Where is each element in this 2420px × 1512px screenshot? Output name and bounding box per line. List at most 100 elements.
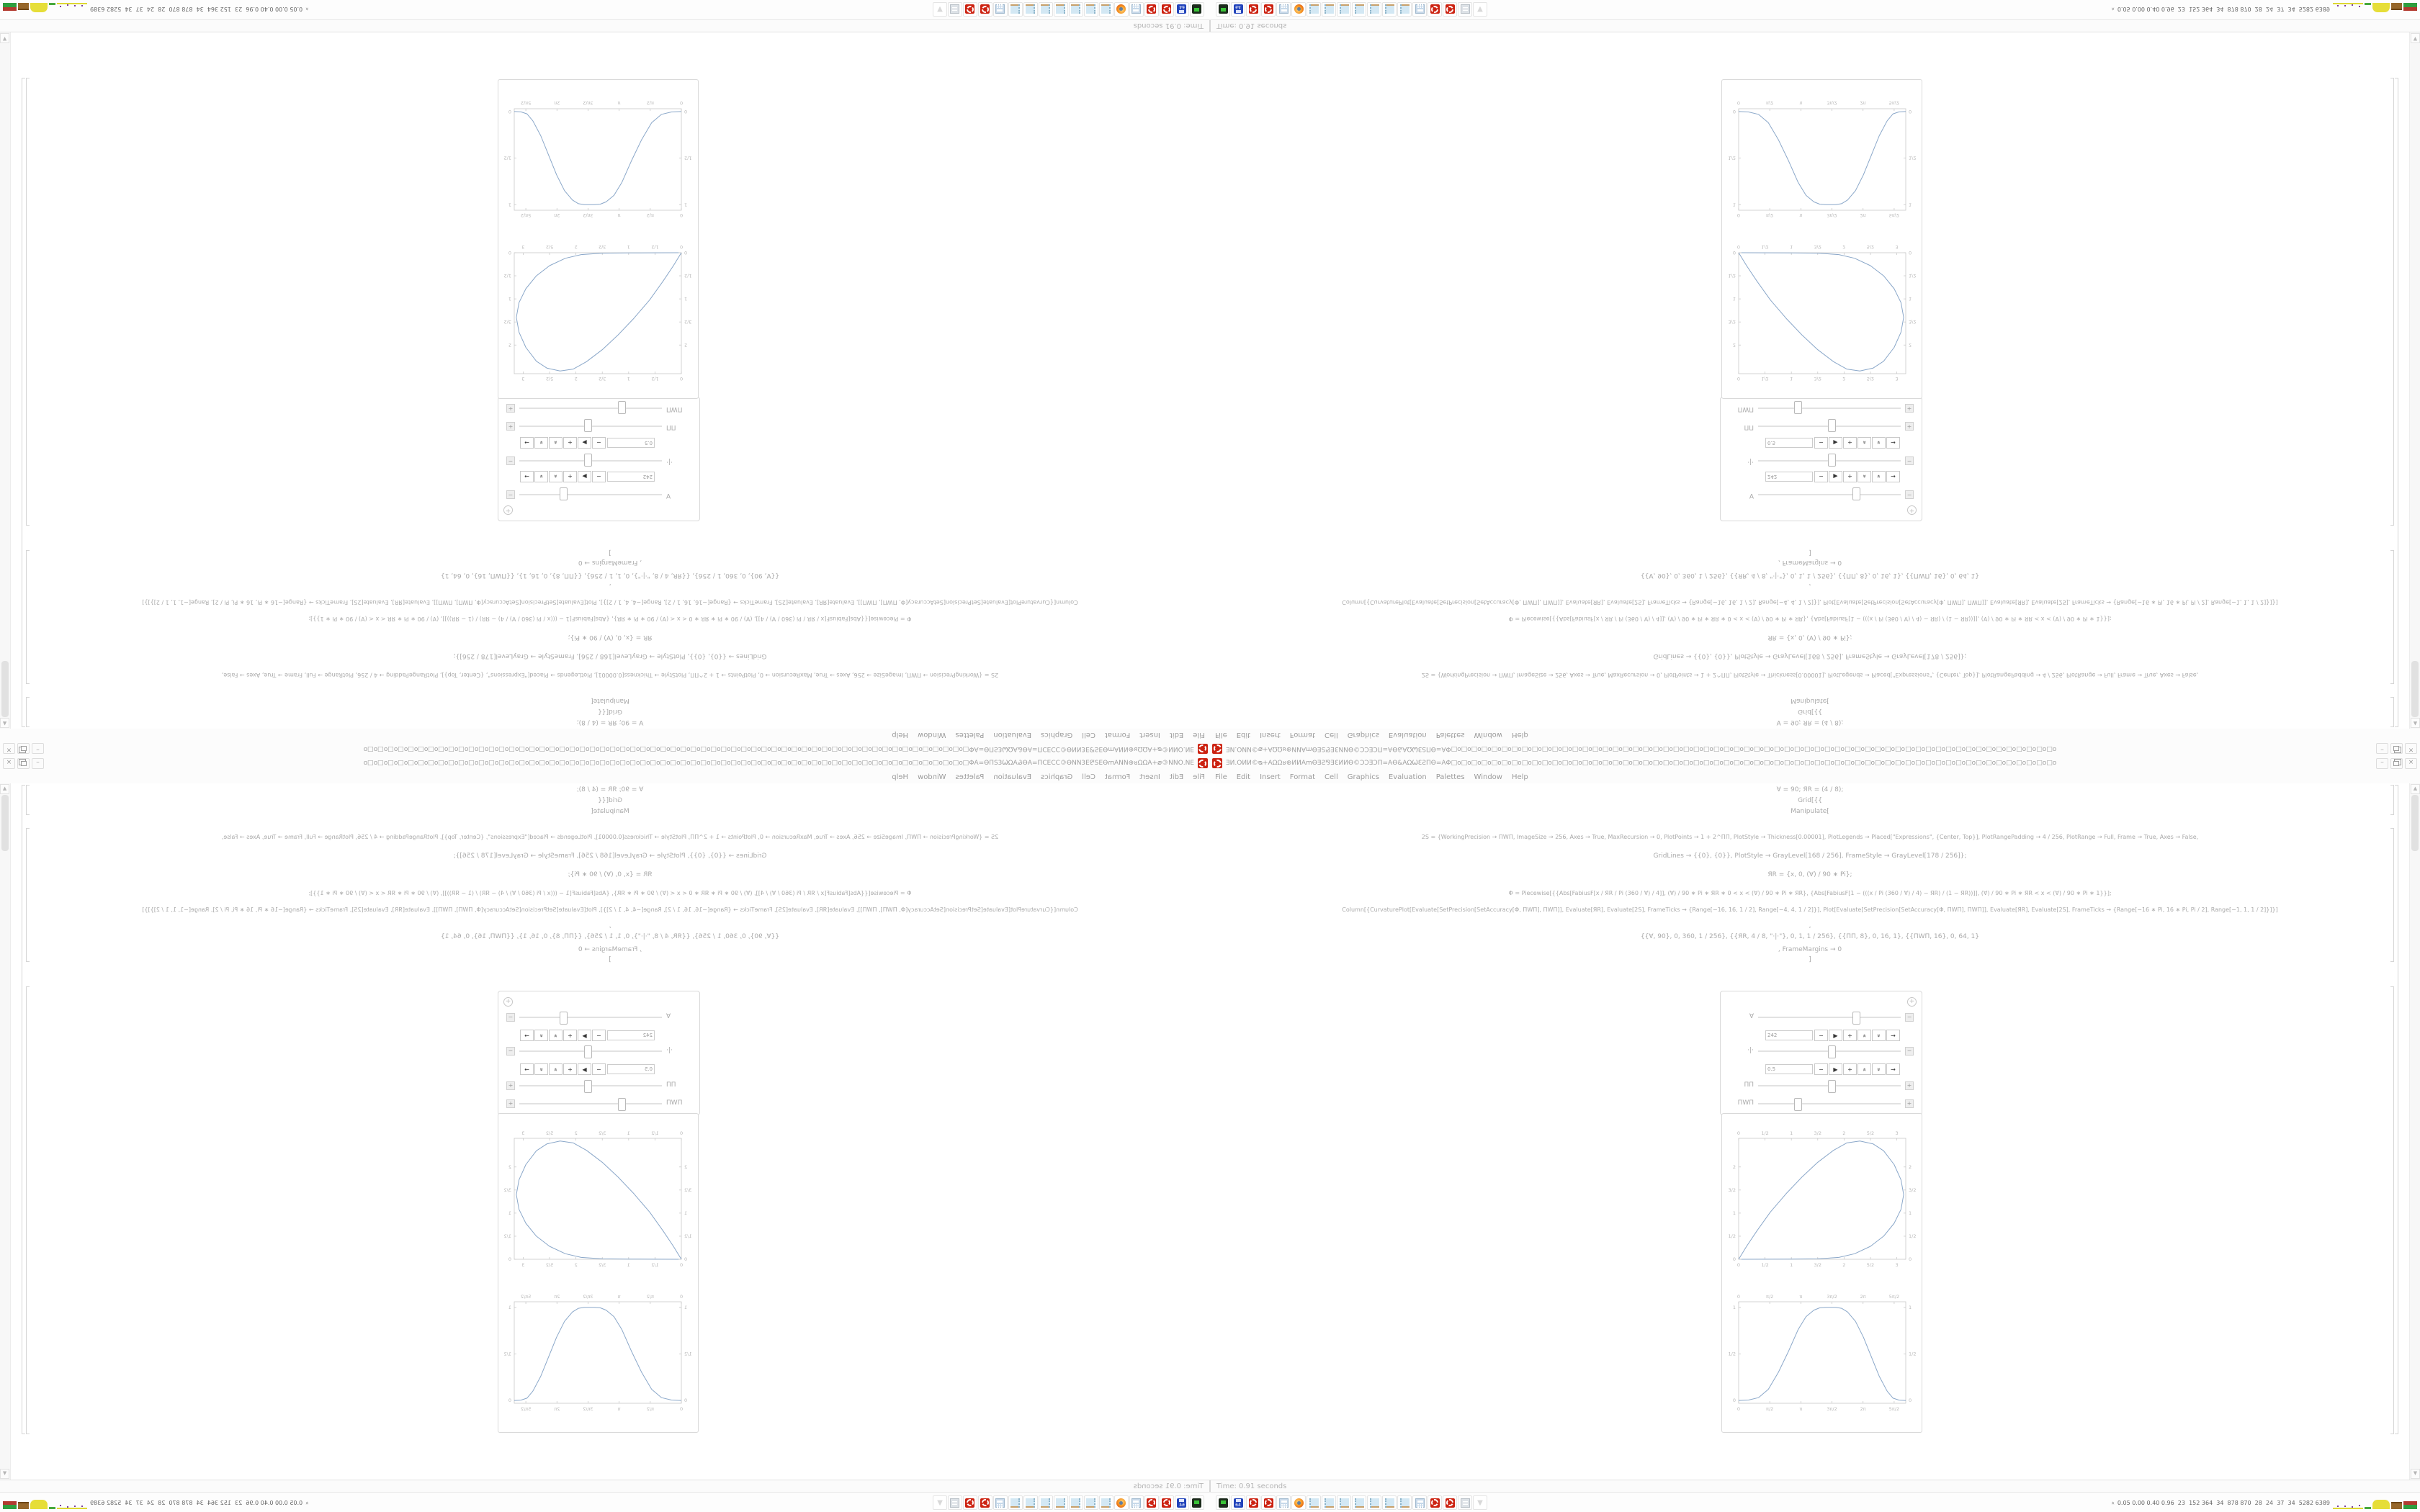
faster-icon[interactable]: » <box>549 471 563 482</box>
code-line[interactable]: 2S = {WorkingPrecision → ΠWΠ, ImageSize … <box>221 834 999 840</box>
taskbar-item[interactable] <box>1114 2 1129 17</box>
slower-icon[interactable]: » <box>534 437 548 449</box>
taskbar-item[interactable] <box>1216 2 1230 17</box>
minimize-button[interactable]: – <box>32 757 44 769</box>
scrollbar-thumb[interactable] <box>2411 661 2419 717</box>
cell-bracket[interactable] <box>26 78 30 526</box>
code-line[interactable]: GridLines → {{0}, {0}}, PlotStyle → Gray… <box>1653 652 1967 660</box>
slider-track[interactable] <box>519 401 662 414</box>
window-titlebar[interactable]: ƎИ.OͶͶ©ᴓ+AΩΩʁ⊕ͶͶAmѲƎƧ⅋ƎƐͶͶѲ©ƆƆƎƆП=AѲ&AΩѾ… <box>0 741 1210 756</box>
scrollbar-thumb[interactable] <box>1 795 9 851</box>
maximize-button[interactable] <box>17 757 30 769</box>
faster-icon[interactable]: » <box>1857 471 1871 482</box>
taskbar-item[interactable] <box>1307 1495 1321 1510</box>
menu-edit[interactable]: Edit <box>1236 773 1251 781</box>
collapse-toggle[interactable]: − <box>506 1013 515 1022</box>
scroll-up-icon[interactable]: ▲ <box>2411 784 2420 794</box>
taskbar-item[interactable] <box>1458 1495 1472 1510</box>
scroll-down-icon[interactable]: ▼ <box>2411 33 2420 43</box>
taskbar-item[interactable] <box>1129 2 1144 17</box>
expand-toggle[interactable]: + <box>1905 422 1914 431</box>
menu-cell[interactable]: Cell <box>1325 773 1338 781</box>
menu-help[interactable]: Help <box>1511 731 1528 739</box>
step-back-icon[interactable]: − <box>1814 1030 1828 1041</box>
menu-graphics[interactable]: Graphics <box>1041 773 1073 781</box>
slider-value-field[interactable] <box>1765 1064 1813 1074</box>
slider-thumb[interactable] <box>1828 419 1837 432</box>
slider-track[interactable] <box>1758 401 1901 414</box>
code-line[interactable]: , FrameMargins → 0 <box>578 946 642 953</box>
code-line[interactable]: Grid[{{ <box>1798 708 1822 715</box>
taskbar-item[interactable]: ▼ <box>933 2 947 17</box>
vertical-scrollbar[interactable]: ▲ ▼ <box>0 783 11 1480</box>
slider-track[interactable] <box>519 1098 662 1111</box>
taskbar-item[interactable]: ▼ <box>933 1495 947 1510</box>
menu-format[interactable]: Format <box>1104 773 1131 781</box>
faster-icon[interactable]: » <box>549 1063 563 1075</box>
taskbar-item[interactable] <box>1291 2 1306 17</box>
step-back-icon[interactable]: − <box>1814 471 1828 482</box>
slider-track[interactable] <box>519 487 662 500</box>
slider-value-field[interactable] <box>607 1064 655 1074</box>
slider-thumb[interactable] <box>1828 1080 1837 1093</box>
taskbar-item[interactable] <box>963 2 977 17</box>
maximize-button[interactable] <box>17 743 30 755</box>
maximize-button[interactable] <box>2390 757 2403 769</box>
taskbar-item[interactable] <box>1039 1495 1053 1510</box>
code-line[interactable]: , FrameMargins → 0 <box>1778 559 1842 566</box>
taskbar-item[interactable] <box>1322 2 1336 17</box>
menu-palettes[interactable]: Palettes <box>1435 773 1465 781</box>
step-forward-icon[interactable]: + <box>563 437 577 449</box>
taskbar-item[interactable] <box>1175 2 1189 17</box>
taskbar-item[interactable] <box>1099 2 1113 17</box>
taskbar-item[interactable] <box>963 1495 977 1510</box>
taskbar-item[interactable] <box>1084 1495 1098 1510</box>
slider-track[interactable] <box>1758 487 1901 500</box>
menu-insert[interactable]: Insert <box>1139 773 1160 781</box>
slower-icon[interactable]: » <box>1872 437 1886 449</box>
code-line[interactable]: Ɐ = 90; ЯR = (4 / 8); <box>1776 719 1844 726</box>
taskbar-item[interactable] <box>1443 2 1457 17</box>
collapse-toggle[interactable]: − <box>506 456 515 465</box>
taskbar-item[interactable] <box>1144 1495 1159 1510</box>
play-icon[interactable]: ▶ <box>1829 471 1842 482</box>
code-line[interactable]: {{Ɐ, 90}, 0, 360, 1 / 256}, {{ЯR, 4 / 8,… <box>440 933 780 940</box>
code-line[interactable]: Column[{CurvaturePlot[Evaluate[SetPrecis… <box>142 599 1078 606</box>
menu-evaluation[interactable]: Evaluation <box>1388 773 1427 781</box>
menu-file[interactable]: File <box>1215 731 1227 739</box>
menu-window[interactable]: Window <box>1474 773 1502 781</box>
collapse-chevrons-icon[interactable]: » <box>304 1500 311 1505</box>
menu-cell[interactable]: Cell <box>1082 773 1095 781</box>
play-icon[interactable]: ▶ <box>1829 1063 1842 1075</box>
taskbar-item[interactable] <box>1160 2 1174 17</box>
expand-toggle[interactable]: + <box>506 404 515 413</box>
taskbar-item[interactable] <box>1291 1495 1306 1510</box>
collapse-chevrons-icon[interactable]: » <box>2109 7 2116 12</box>
expand-toggle[interactable]: + <box>1905 1081 1914 1090</box>
code-line[interactable]: GridLines → {{0}, {0}}, PlotStyle → Gray… <box>453 852 767 860</box>
code-line[interactable]: Manipulate[ <box>591 808 629 815</box>
cell-bracket[interactable] <box>2390 785 2394 815</box>
step-back-icon[interactable]: − <box>592 437 606 449</box>
taskbar-item[interactable]: ▼ <box>1473 2 1487 17</box>
taskbar-item[interactable] <box>978 2 992 17</box>
code-line[interactable]: , FrameMargins → 0 <box>578 559 642 566</box>
collapse-toggle[interactable]: − <box>506 490 515 499</box>
cell-bracket[interactable] <box>26 697 30 727</box>
taskbar-item[interactable] <box>1397 2 1412 17</box>
taskbar-item[interactable]: ▼ <box>1473 1495 1487 1510</box>
scroll-down-icon[interactable]: ▼ <box>0 1469 9 1479</box>
code-line[interactable]: , <box>609 922 611 930</box>
direction-icon[interactable]: → <box>1886 437 1900 449</box>
direction-icon[interactable]: → <box>520 1063 534 1075</box>
taskbar-item[interactable] <box>1382 2 1397 17</box>
play-icon[interactable]: ▶ <box>578 437 591 449</box>
direction-icon[interactable]: → <box>1886 1063 1900 1075</box>
taskbar-item[interactable] <box>1099 1495 1113 1510</box>
direction-icon[interactable]: → <box>520 471 534 482</box>
slider-thumb[interactable] <box>1828 454 1837 467</box>
slider-thumb[interactable] <box>1852 487 1860 500</box>
taskbar-item[interactable] <box>1160 1495 1174 1510</box>
code-line[interactable]: ] <box>1809 956 1811 963</box>
taskbar-item[interactable] <box>1144 2 1159 17</box>
